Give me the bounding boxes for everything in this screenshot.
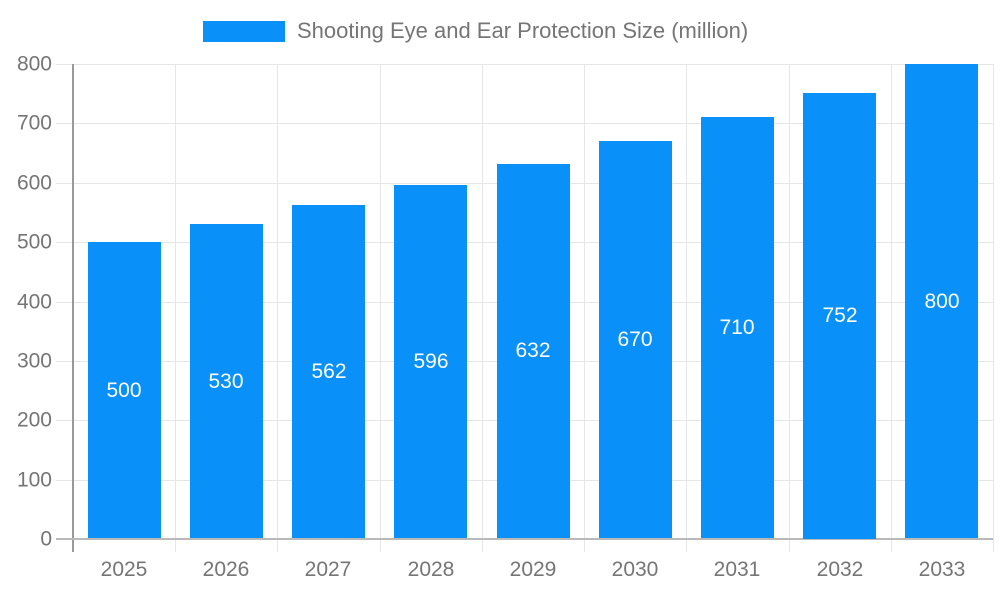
- bar-2030[interactable]: [599, 141, 672, 538]
- y-axis-tick-label: 500: [16, 230, 52, 254]
- bar-2025[interactable]: [88, 242, 161, 538]
- bar-value-label: 800: [924, 290, 960, 313]
- y-axis-tick-label: 400: [16, 290, 52, 314]
- x-axis-tick-label: 2029: [509, 558, 557, 581]
- bar-value-label: 710: [719, 316, 755, 339]
- x-axis-tick-label: 2027: [304, 558, 352, 581]
- y-gridline: [56, 123, 993, 124]
- x-axis-tick-label: 2026: [202, 558, 250, 581]
- y-axis-tick-label: 600: [16, 171, 52, 195]
- x-gridline: [891, 64, 892, 552]
- x-gridline: [277, 64, 278, 552]
- x-axis-tick-label: 2032: [816, 558, 864, 581]
- x-axis-tick-label: 2030: [611, 558, 659, 581]
- y-axis-line: [72, 64, 74, 552]
- bar-2027[interactable]: [292, 205, 365, 538]
- bar-value-label: 500: [106, 379, 142, 402]
- y-axis-tick-label: 0: [40, 527, 52, 551]
- y-gridline: [56, 64, 993, 65]
- bar-value-label: 752: [822, 304, 858, 327]
- x-gridline: [993, 64, 994, 552]
- y-axis-tick-label: 300: [16, 349, 52, 373]
- x-gridline: [789, 64, 790, 552]
- bar-value-label: 596: [413, 350, 449, 373]
- x-axis-tick-label: 2033: [918, 558, 966, 581]
- x-gridline: [686, 64, 687, 552]
- legend-swatch-icon: [203, 20, 285, 42]
- x-gridline: [380, 64, 381, 552]
- bar-2029[interactable]: [497, 164, 570, 538]
- y-axis-tick-label: 800: [16, 52, 52, 76]
- bar-2026[interactable]: [190, 224, 263, 538]
- y-axis-tick-label: 200: [16, 408, 52, 432]
- bar-value-label: 632: [515, 339, 551, 362]
- bar-value-label: 530: [208, 370, 244, 393]
- x-axis-tick-label: 2028: [407, 558, 455, 581]
- x-gridline: [584, 64, 585, 552]
- bar-2031[interactable]: [701, 117, 774, 538]
- bar-2028[interactable]: [394, 185, 467, 538]
- x-gridline: [175, 64, 176, 552]
- x-gridline: [482, 64, 483, 552]
- x-axis-tick-label: 2025: [100, 558, 148, 581]
- x-axis-line: [56, 538, 993, 540]
- chart-legend[interactable]: Shooting Eye and Ear Protection Size (mi…: [203, 18, 748, 44]
- bar-2033[interactable]: [905, 64, 978, 538]
- x-axis-tick-label: 2031: [713, 558, 761, 581]
- y-axis-tick-label: 700: [16, 111, 52, 135]
- y-axis-tick-label: 100: [16, 468, 52, 492]
- bar-2032[interactable]: [803, 93, 876, 539]
- legend-label: Shooting Eye and Ear Protection Size (mi…: [297, 18, 749, 43]
- bar-value-label: 670: [617, 328, 653, 351]
- bar-value-label: 562: [311, 360, 347, 383]
